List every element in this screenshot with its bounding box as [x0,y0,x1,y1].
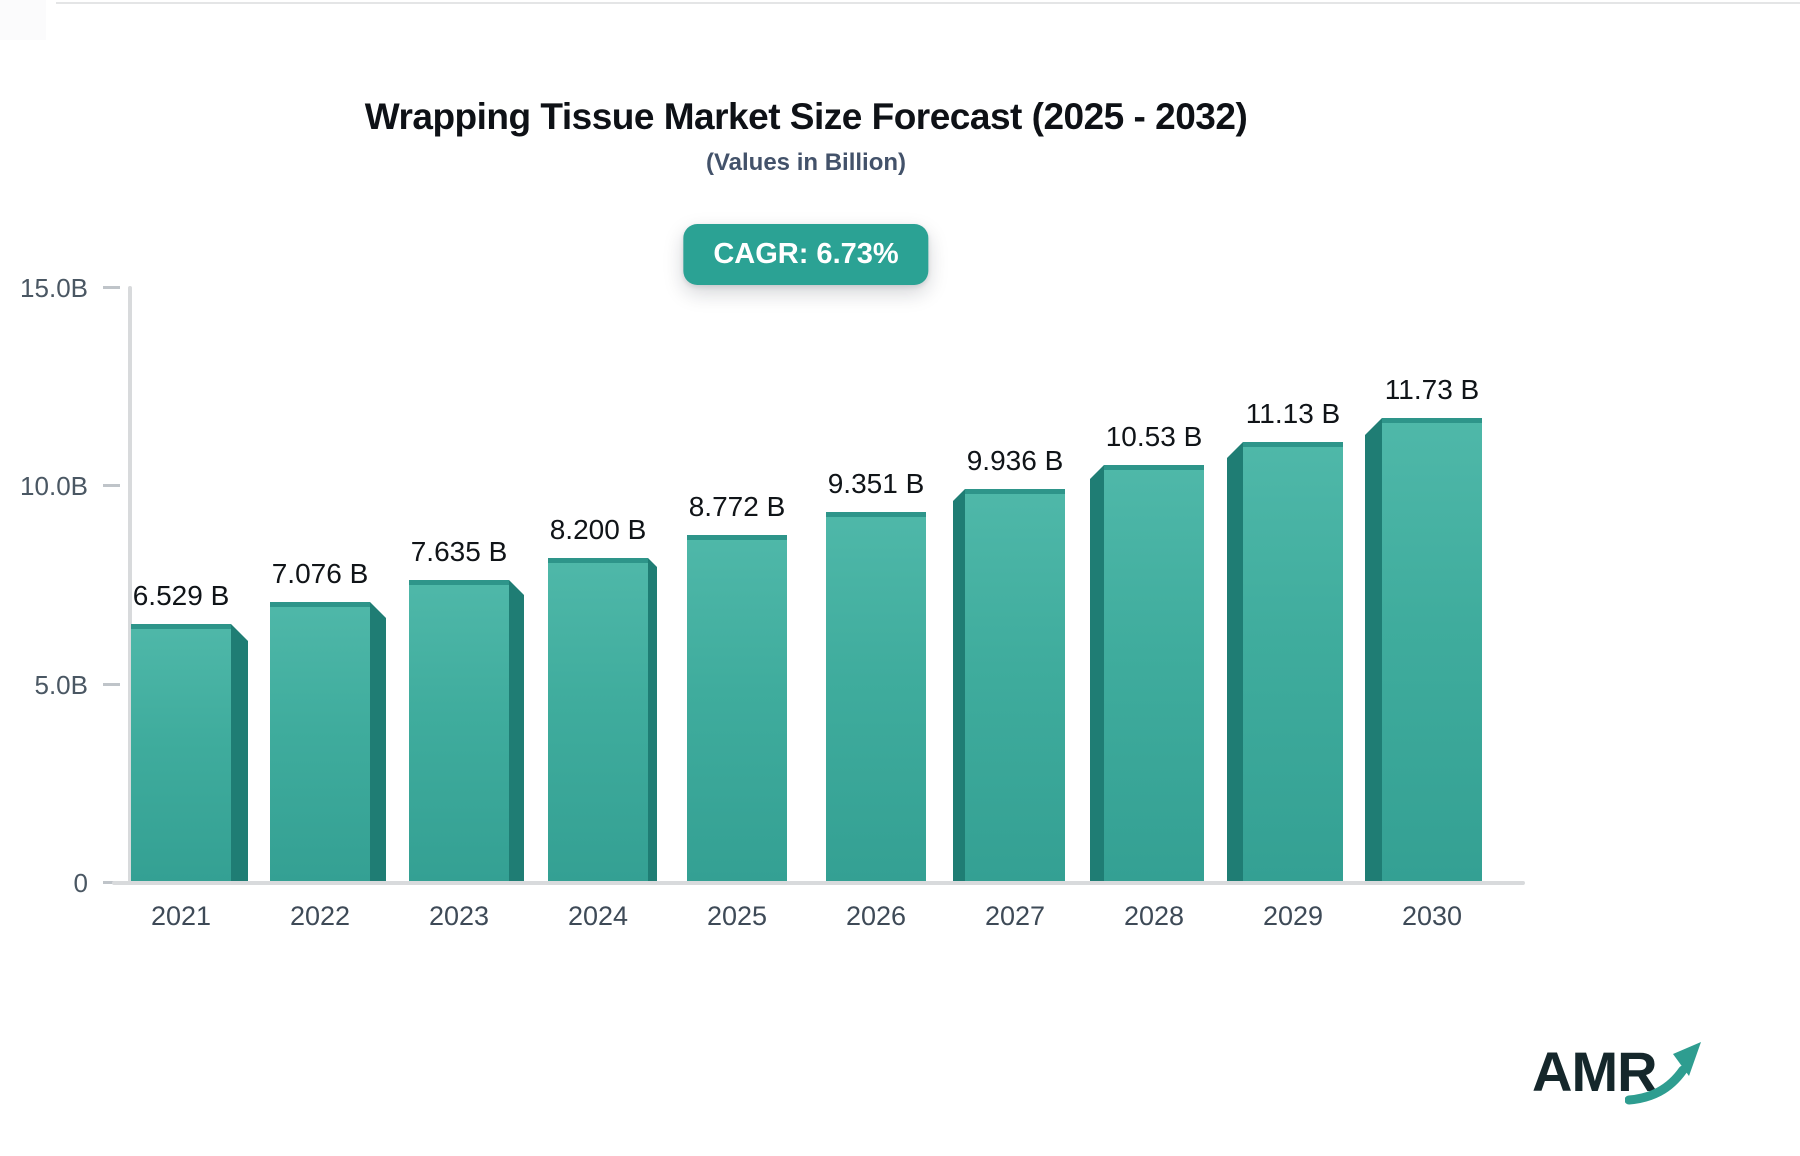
bar-top-edge [409,580,509,585]
bar-2026 [826,512,926,883]
bar-value-label: 9.351 B [827,468,925,499]
bar-2023 [409,580,509,883]
amr-logo-text: AMR [1532,1040,1658,1103]
bar-side-face [648,558,657,883]
bar-value-label: 8.772 B [688,491,786,522]
bars-layer: 6.529 B 7.076 B 7.635 B 8.200 B 8.772 B 9.351… [130,288,1525,883]
bar-side-face [1365,418,1382,883]
bar-side-face [509,580,524,883]
bar-2025 [687,535,787,883]
y-axis-line [128,286,132,885]
y-tick-dash [103,286,120,289]
bar-top-edge [131,624,231,629]
bar-top-edge [548,558,648,563]
bar-side-face [231,624,248,883]
y-tick-label: 5.0B [34,669,89,700]
x-axis-label: 2028 [1123,901,1185,931]
x-axis-label: 2021 [150,901,212,931]
x-axis-label: 2025 [706,901,768,931]
amr-logo: AMR [1532,1036,1715,1105]
bar-side-face [1227,442,1243,883]
bar-2030 [1382,418,1482,883]
x-axis-label: 2030 [1401,901,1463,931]
bar-2022 [270,602,370,883]
bar-top-edge [965,489,1065,494]
bar-top-edge [826,512,926,517]
y-tick-label: 10.0B [20,471,88,502]
bar-top-edge [270,602,370,607]
x-axis-label: 2024 [567,901,629,931]
x-axis-line [112,881,1525,885]
chart-subtitle: (Values in Billion) [705,149,907,176]
x-axis-label: 2026 [845,901,907,931]
bar-top-edge [687,535,787,540]
bar-value-label: 6.529 B [132,580,230,611]
bar-top-edge [1243,442,1343,447]
x-axis-label: 2029 [1262,901,1324,931]
chart-title: Wrapping Tissue Market Size Forecast (20… [364,96,1248,137]
bar-side-face [1090,465,1104,883]
bar-2028 [1104,465,1204,883]
bar-2029 [1243,442,1343,883]
bar-2021 [131,624,231,883]
y-tick-label: 0 [73,868,88,898]
y-tick-label: 15.0B [20,273,88,303]
growth-arrow-icon [1624,1042,1701,1105]
cagr-badge: CAGR: 6.73% [683,224,929,285]
corner-chip [0,0,46,40]
bar-top-edge [1104,465,1204,470]
bar-value-label: 11.13 B [1245,398,1341,429]
bar-2027 [965,489,1065,883]
x-axis-label: 2027 [984,901,1046,931]
x-axis-label: 2023 [428,901,490,931]
x-axis-labels: 2021 2022 2023 2024 2025 2026 2027 2028 2029 2030 [130,901,1525,933]
x-axis-label: 2022 [289,901,351,931]
y-tick-dash [103,682,120,686]
bar-value-label: 10.53 B [1105,421,1203,452]
bar-value-label: 9.936 B [966,445,1064,476]
bar-2024 [548,558,648,883]
bar-value-label: 7.076 B [271,558,369,589]
bar-value-label: 11.73 B [1384,374,1480,405]
plot-area: 15.0B 10.0B 5.0B 0 6.529 B 7.076 B 7.635 B 8.2… [20,273,1525,931]
bar-side-face [953,489,965,883]
bar-side-face [370,602,386,883]
bar-value-label: 8.200 B [549,514,647,545]
top-hairline [56,2,1800,4]
bar-top-edge [1382,418,1482,423]
y-tick-dash [103,484,120,488]
bar-value-label: 7.635 B [410,536,508,567]
y-tick-dash [103,881,120,884]
